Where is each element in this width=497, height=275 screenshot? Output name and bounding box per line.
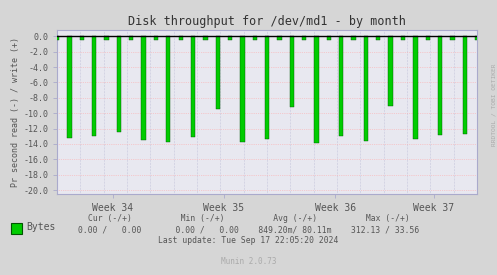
Bar xyxy=(191,36,195,137)
Bar xyxy=(463,36,467,134)
Text: RRDTOOL / TOBI OETIKER: RRDTOOL / TOBI OETIKER xyxy=(491,63,496,146)
Bar xyxy=(154,36,158,40)
Bar xyxy=(55,36,59,40)
Bar xyxy=(68,36,72,138)
Bar xyxy=(413,36,417,139)
Bar xyxy=(252,36,257,40)
Bar xyxy=(265,36,269,139)
Bar xyxy=(339,36,343,136)
Bar xyxy=(80,36,84,40)
Bar xyxy=(302,36,306,40)
Bar xyxy=(364,36,368,141)
Bar xyxy=(228,36,232,40)
Text: Cur (-/+)          Min (-/+)          Avg (-/+)          Max (-/+): Cur (-/+) Min (-/+) Avg (-/+) Max (-/+) xyxy=(87,214,410,223)
Bar xyxy=(104,36,109,40)
Bar xyxy=(438,36,442,135)
Bar xyxy=(166,36,170,142)
Bar xyxy=(92,36,96,136)
Title: Disk throughput for /dev/md1 - by month: Disk throughput for /dev/md1 - by month xyxy=(128,15,406,28)
Text: Munin 2.0.73: Munin 2.0.73 xyxy=(221,257,276,266)
Bar xyxy=(401,36,405,40)
Bar xyxy=(315,36,319,143)
Bar xyxy=(142,36,146,140)
Bar xyxy=(475,36,479,40)
Bar xyxy=(425,36,430,40)
Bar xyxy=(203,36,208,40)
Bar xyxy=(277,36,282,40)
Bar xyxy=(117,36,121,133)
Bar xyxy=(240,36,245,142)
Bar xyxy=(290,36,294,107)
Bar xyxy=(389,36,393,106)
Text: Bytes: Bytes xyxy=(26,222,55,232)
Bar xyxy=(216,36,220,109)
Text: 0.00 /   0.00       0.00 /   0.00    849.20m/ 80.11m    312.13 / 33.56: 0.00 / 0.00 0.00 / 0.00 849.20m/ 80.11m … xyxy=(78,226,419,234)
Bar xyxy=(351,36,356,40)
Bar xyxy=(129,36,133,40)
Bar xyxy=(327,36,331,40)
Bar xyxy=(376,36,381,40)
Y-axis label: Pr second read (-) / write (+): Pr second read (-) / write (+) xyxy=(11,37,20,187)
Text: Last update: Tue Sep 17 22:05:20 2024: Last update: Tue Sep 17 22:05:20 2024 xyxy=(159,236,338,245)
Bar xyxy=(178,36,183,40)
Bar xyxy=(450,36,455,40)
